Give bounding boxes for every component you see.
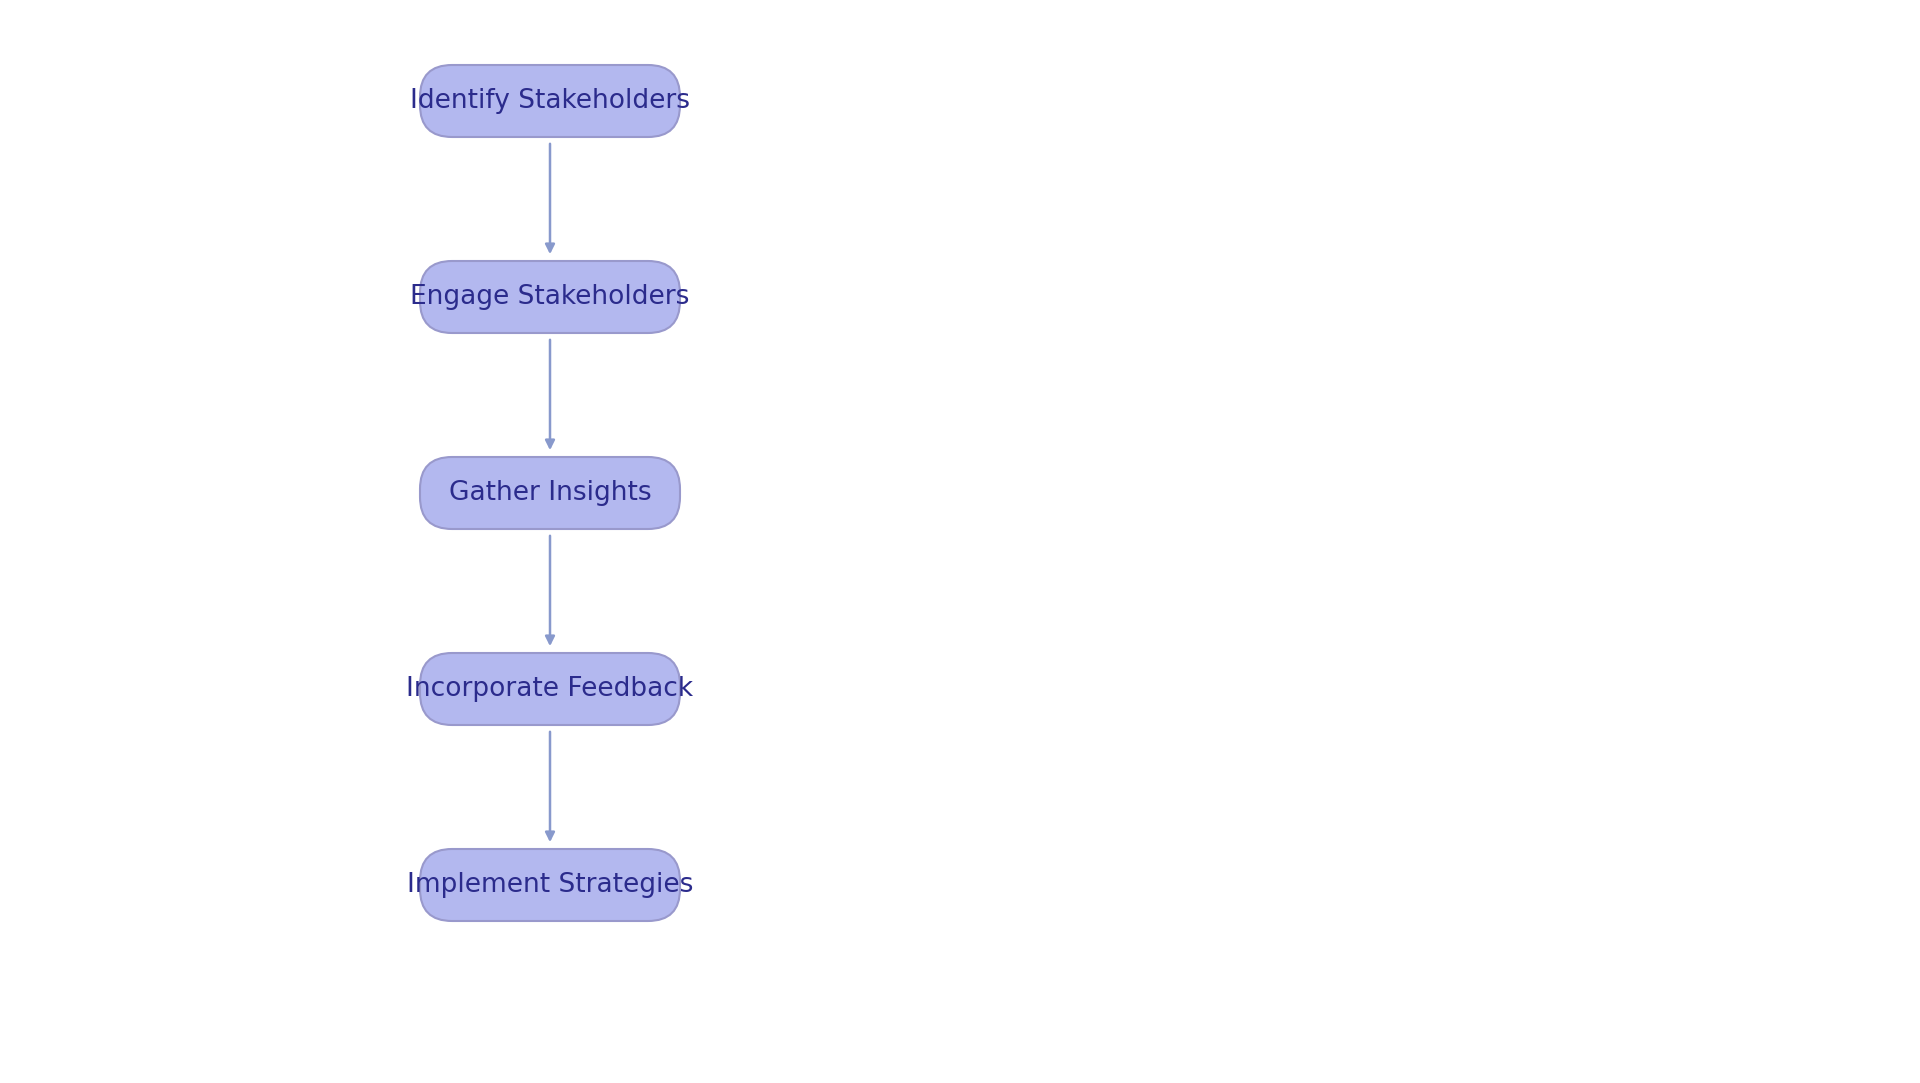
FancyBboxPatch shape [420,261,680,332]
Text: Implement Strategies: Implement Strategies [407,872,693,898]
FancyBboxPatch shape [420,65,680,138]
Text: Gather Insights: Gather Insights [449,480,651,506]
Text: Incorporate Feedback: Incorporate Feedback [407,676,693,702]
FancyBboxPatch shape [420,849,680,921]
FancyBboxPatch shape [420,457,680,529]
FancyBboxPatch shape [420,653,680,725]
Text: Engage Stakeholders: Engage Stakeholders [411,284,689,310]
Text: Identify Stakeholders: Identify Stakeholders [411,88,689,114]
